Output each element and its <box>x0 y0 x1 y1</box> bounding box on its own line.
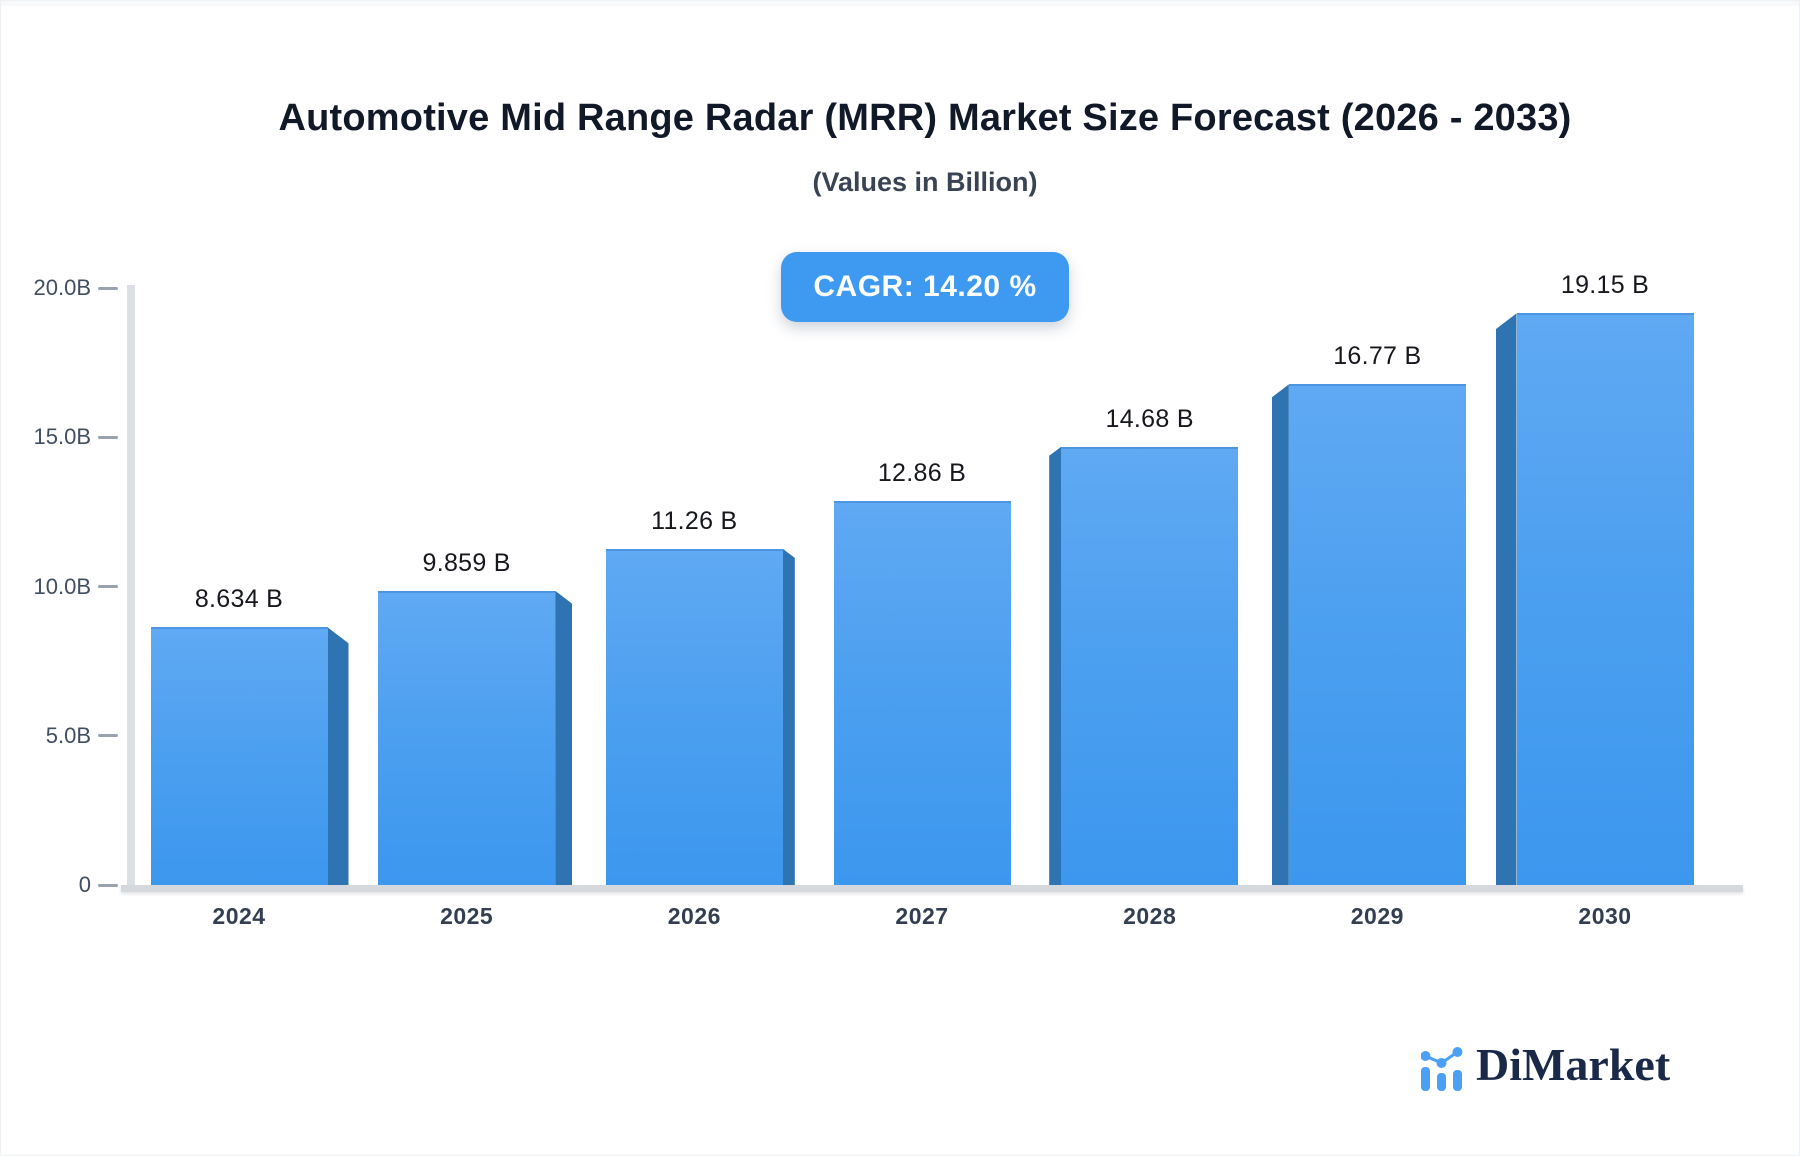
bar <box>1061 446 1239 885</box>
x-axis-baseline <box>121 885 1743 892</box>
y-axis-tick-label: 5.0B <box>45 722 91 748</box>
bar <box>150 627 328 885</box>
bar-side-face <box>782 548 795 885</box>
bar-value-label: 12.86 B <box>877 459 967 488</box>
x-axis-label: 2025 <box>440 903 494 929</box>
y-axis-tick-mark <box>98 435 118 439</box>
bar <box>605 548 783 885</box>
y-axis-tick-label: 15.0B <box>33 424 92 450</box>
bar-side-face <box>1049 446 1062 885</box>
cagr-badge: CAGR: 14.20 % <box>781 252 1069 322</box>
brand-logo-text: DiMarket <box>1476 1039 1671 1090</box>
x-axis-label: 2024 <box>212 903 266 929</box>
bar <box>1288 384 1466 885</box>
x-axis-label: 2027 <box>895 903 949 929</box>
page-top-strip <box>1 1 1799 6</box>
bar <box>833 501 1011 885</box>
bar-value-label: 8.634 B <box>194 585 284 614</box>
y-axis-tick-label: 0 <box>78 872 91 897</box>
x-axis-label: 2029 <box>1350 903 1404 929</box>
bar-line-chart-icon <box>1421 1047 1463 1091</box>
bar <box>378 590 556 885</box>
bar-value-label: 9.859 B <box>422 548 511 577</box>
bar-side-face <box>1271 384 1289 885</box>
bar-side-face <box>1495 313 1517 885</box>
brand-logo: DiMarket <box>1421 1039 1670 1091</box>
bar-side-face <box>555 590 573 885</box>
bar-side-face <box>327 627 349 885</box>
bar <box>1516 313 1694 885</box>
y-axis-tick-mark <box>98 734 118 738</box>
bar-value-label: 16.77 B <box>1333 342 1422 371</box>
chart-title: Automotive Mid Range Radar (MRR) Market … <box>278 97 1572 139</box>
chart-subtitle: (Values in Billion) <box>812 167 1038 197</box>
bar-value-label: 19.15 B <box>1560 271 1650 300</box>
y-axis-tick-label: 10.0B <box>33 573 92 599</box>
bar-value-label: 11.26 B <box>651 506 738 535</box>
bar-value-label: 14.68 B <box>1105 404 1194 433</box>
y-axis-tick-mark <box>98 883 118 887</box>
y-axis-tick-mark <box>98 286 118 290</box>
y-axis-tick-mark <box>98 585 118 588</box>
x-axis-label: 2028 <box>1123 903 1177 929</box>
x-axis-label: 2026 <box>667 903 721 929</box>
cagr-badge-label: CAGR: 14.20 % <box>813 270 1037 303</box>
y-axis-line <box>127 285 135 886</box>
x-axis-label: 2030 <box>1578 903 1632 929</box>
y-axis-tick-label: 20.0B <box>33 275 92 300</box>
